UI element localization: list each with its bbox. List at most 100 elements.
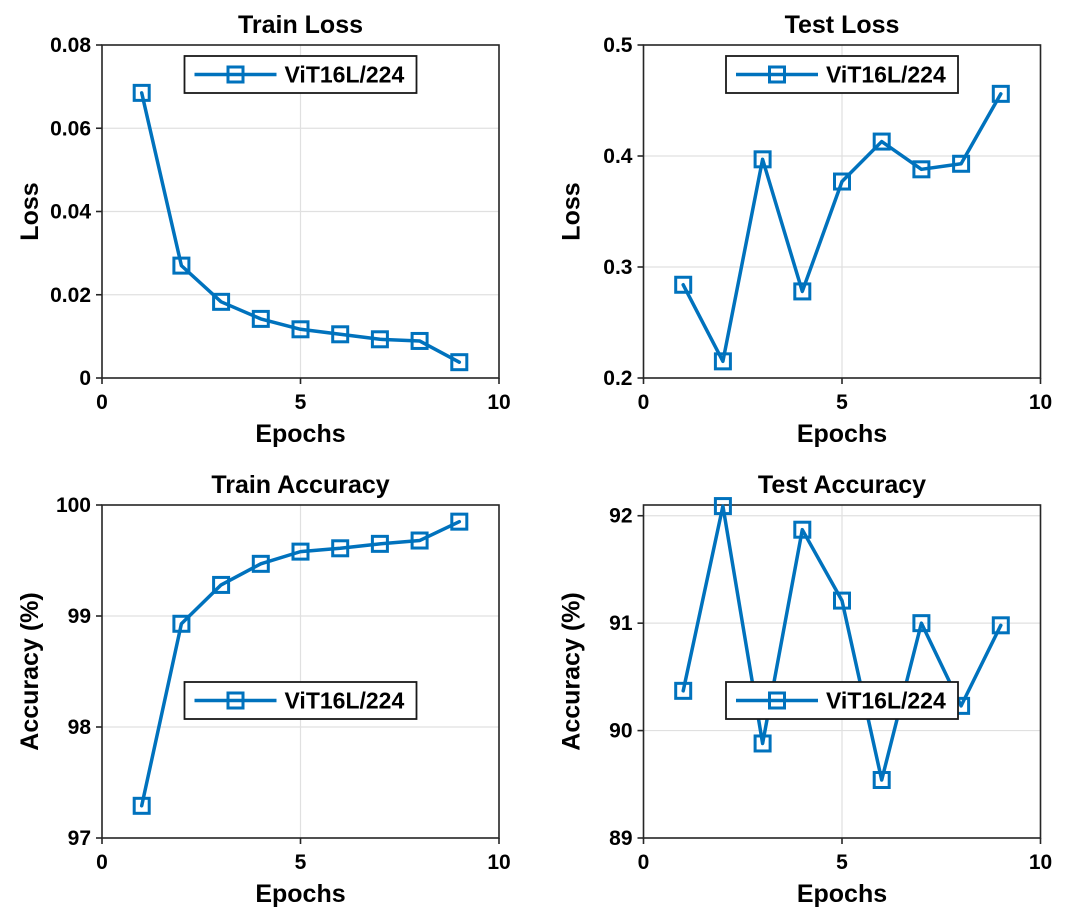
data-marker bbox=[833, 591, 851, 610]
legend-label: ViT16L/224 bbox=[285, 62, 405, 88]
x-tick-label: 5 bbox=[295, 851, 307, 874]
y-tick-label: 92 bbox=[609, 505, 632, 528]
x-tick-label: 0 bbox=[638, 391, 650, 414]
data-line bbox=[139, 519, 462, 808]
legend-label: ViT16L/224 bbox=[826, 62, 946, 88]
y-tick-label: 0.04 bbox=[50, 201, 91, 224]
chart-test-accuracy: 0 5 10 89 90 91 92 Test Accuracy Epochs Accuracy … bbox=[541, 460, 1083, 920]
x-axis-label: Epochs bbox=[797, 420, 887, 448]
x-tick-label: 5 bbox=[836, 391, 848, 414]
y-tick-label: 0.06 bbox=[50, 117, 91, 140]
x-tick-label: 0 bbox=[96, 391, 108, 414]
legend-label: ViT16L/224 bbox=[826, 688, 946, 714]
data-marker bbox=[713, 352, 732, 371]
data-marker bbox=[674, 275, 693, 294]
data-marker bbox=[172, 614, 191, 633]
chart-test-loss: 0 5 10 0.2 0.3 0.4 0.5 Test Loss Epochs Loss ViT16… bbox=[541, 0, 1083, 460]
data-marker bbox=[212, 292, 231, 311]
data-marker bbox=[713, 497, 732, 516]
data-marker bbox=[991, 84, 1010, 103]
y-axis-label: Accuracy (%) bbox=[558, 592, 586, 750]
x-tick-label: 10 bbox=[1029, 391, 1052, 414]
data-line bbox=[681, 504, 1003, 782]
legend: ViT16L/224 bbox=[725, 681, 959, 720]
data-marker bbox=[450, 353, 469, 372]
y-tick-label: 97 bbox=[68, 827, 91, 850]
y-tick-label: 0.4 bbox=[603, 145, 633, 168]
data-line bbox=[139, 91, 462, 364]
data-marker bbox=[331, 325, 350, 344]
legend-marker bbox=[768, 65, 786, 84]
y-tick-label: 98 bbox=[68, 716, 92, 739]
y-tick-label: 0.2 bbox=[603, 367, 632, 390]
data-marker bbox=[331, 539, 350, 558]
legend: ViT16L/224 bbox=[183, 55, 418, 94]
train-accuracy-svg: 0 5 10 97 98 99 100 Train Accuracy Epochs Accurac… bbox=[16, 471, 511, 908]
data-marker bbox=[991, 616, 1010, 635]
y-tick-label: 91 bbox=[609, 612, 633, 635]
legend-box bbox=[725, 681, 959, 720]
data-marker bbox=[793, 282, 812, 301]
x-tick-label: 5 bbox=[836, 851, 848, 874]
x-tick-label: 0 bbox=[638, 851, 650, 874]
x-tick-label: 10 bbox=[1029, 851, 1052, 874]
data-marker bbox=[251, 554, 270, 573]
data-marker bbox=[410, 331, 429, 350]
data-marker bbox=[753, 150, 772, 169]
data-marker bbox=[132, 796, 151, 815]
data-marker bbox=[450, 512, 469, 531]
y-axis-label: Accuracy (%) bbox=[16, 592, 44, 750]
legend: ViT16L/224 bbox=[725, 55, 959, 94]
train-loss-svg: 0 5 10 0 0.02 0.04 0.06 0.08 Train Loss Epochs Los… bbox=[16, 11, 511, 448]
chart-train-accuracy: 0 5 10 97 98 99 100 Train Accuracy Epochs Accurac… bbox=[0, 460, 541, 920]
chart-title: Train Accuracy bbox=[211, 471, 389, 499]
data-marker bbox=[753, 734, 772, 753]
data-marker bbox=[674, 681, 693, 700]
y-tick-label: 99 bbox=[68, 605, 91, 628]
legend: ViT16L/224 bbox=[183, 681, 418, 720]
test-accuracy-svg: 0 5 10 89 90 91 92 Test Accuracy Epochs Accuracy … bbox=[558, 471, 1053, 908]
data-marker bbox=[872, 770, 891, 789]
data-marker bbox=[291, 542, 310, 561]
chart-title: Test Accuracy bbox=[758, 471, 926, 499]
y-axis-label: Loss bbox=[16, 182, 44, 240]
y-tick-label: 100 bbox=[56, 494, 91, 517]
y-tick-label: 89 bbox=[609, 827, 632, 850]
data-marker bbox=[172, 256, 191, 275]
test-loss-svg: 0 5 10 0.2 0.3 0.4 0.5 Test Loss Epochs Loss ViT16… bbox=[558, 11, 1053, 448]
x-axis-label: Epochs bbox=[797, 880, 887, 908]
x-axis-label: Epochs bbox=[255, 420, 345, 448]
x-axis-label: Epochs bbox=[255, 880, 345, 908]
legend-marker bbox=[226, 65, 245, 84]
legend-label: ViT16L/224 bbox=[285, 688, 405, 714]
data-marker bbox=[212, 575, 231, 594]
chart-title: Test Loss bbox=[785, 11, 900, 39]
data-marker bbox=[833, 172, 851, 191]
y-tick-label: 0.08 bbox=[50, 34, 91, 57]
data-marker bbox=[793, 520, 812, 539]
data-marker bbox=[251, 309, 270, 328]
y-tick-label: 0 bbox=[79, 367, 91, 390]
data-marker bbox=[912, 614, 931, 633]
y-tick-label: 0.02 bbox=[50, 284, 91, 307]
data-marker bbox=[370, 330, 389, 349]
y-axis-label: Loss bbox=[558, 182, 586, 240]
data-marker bbox=[132, 83, 151, 102]
chart-title: Train Loss bbox=[238, 11, 363, 39]
y-tick-label: 0.5 bbox=[603, 34, 633, 57]
x-tick-label: 10 bbox=[487, 391, 510, 414]
data-line bbox=[681, 92, 1003, 364]
y-tick-label: 0.3 bbox=[603, 256, 632, 279]
data-marker bbox=[291, 320, 310, 339]
x-tick-label: 0 bbox=[96, 851, 108, 874]
legend-marker bbox=[768, 691, 786, 710]
data-marker bbox=[872, 132, 891, 151]
data-marker bbox=[410, 531, 429, 550]
data-marker bbox=[952, 154, 971, 173]
x-tick-label: 10 bbox=[487, 851, 510, 874]
chart-train-loss: 0 5 10 0 0.02 0.04 0.06 0.08 Train Loss Epochs Los… bbox=[0, 0, 541, 460]
legend-marker bbox=[226, 691, 245, 710]
data-marker bbox=[912, 160, 931, 179]
data-marker bbox=[370, 534, 389, 553]
